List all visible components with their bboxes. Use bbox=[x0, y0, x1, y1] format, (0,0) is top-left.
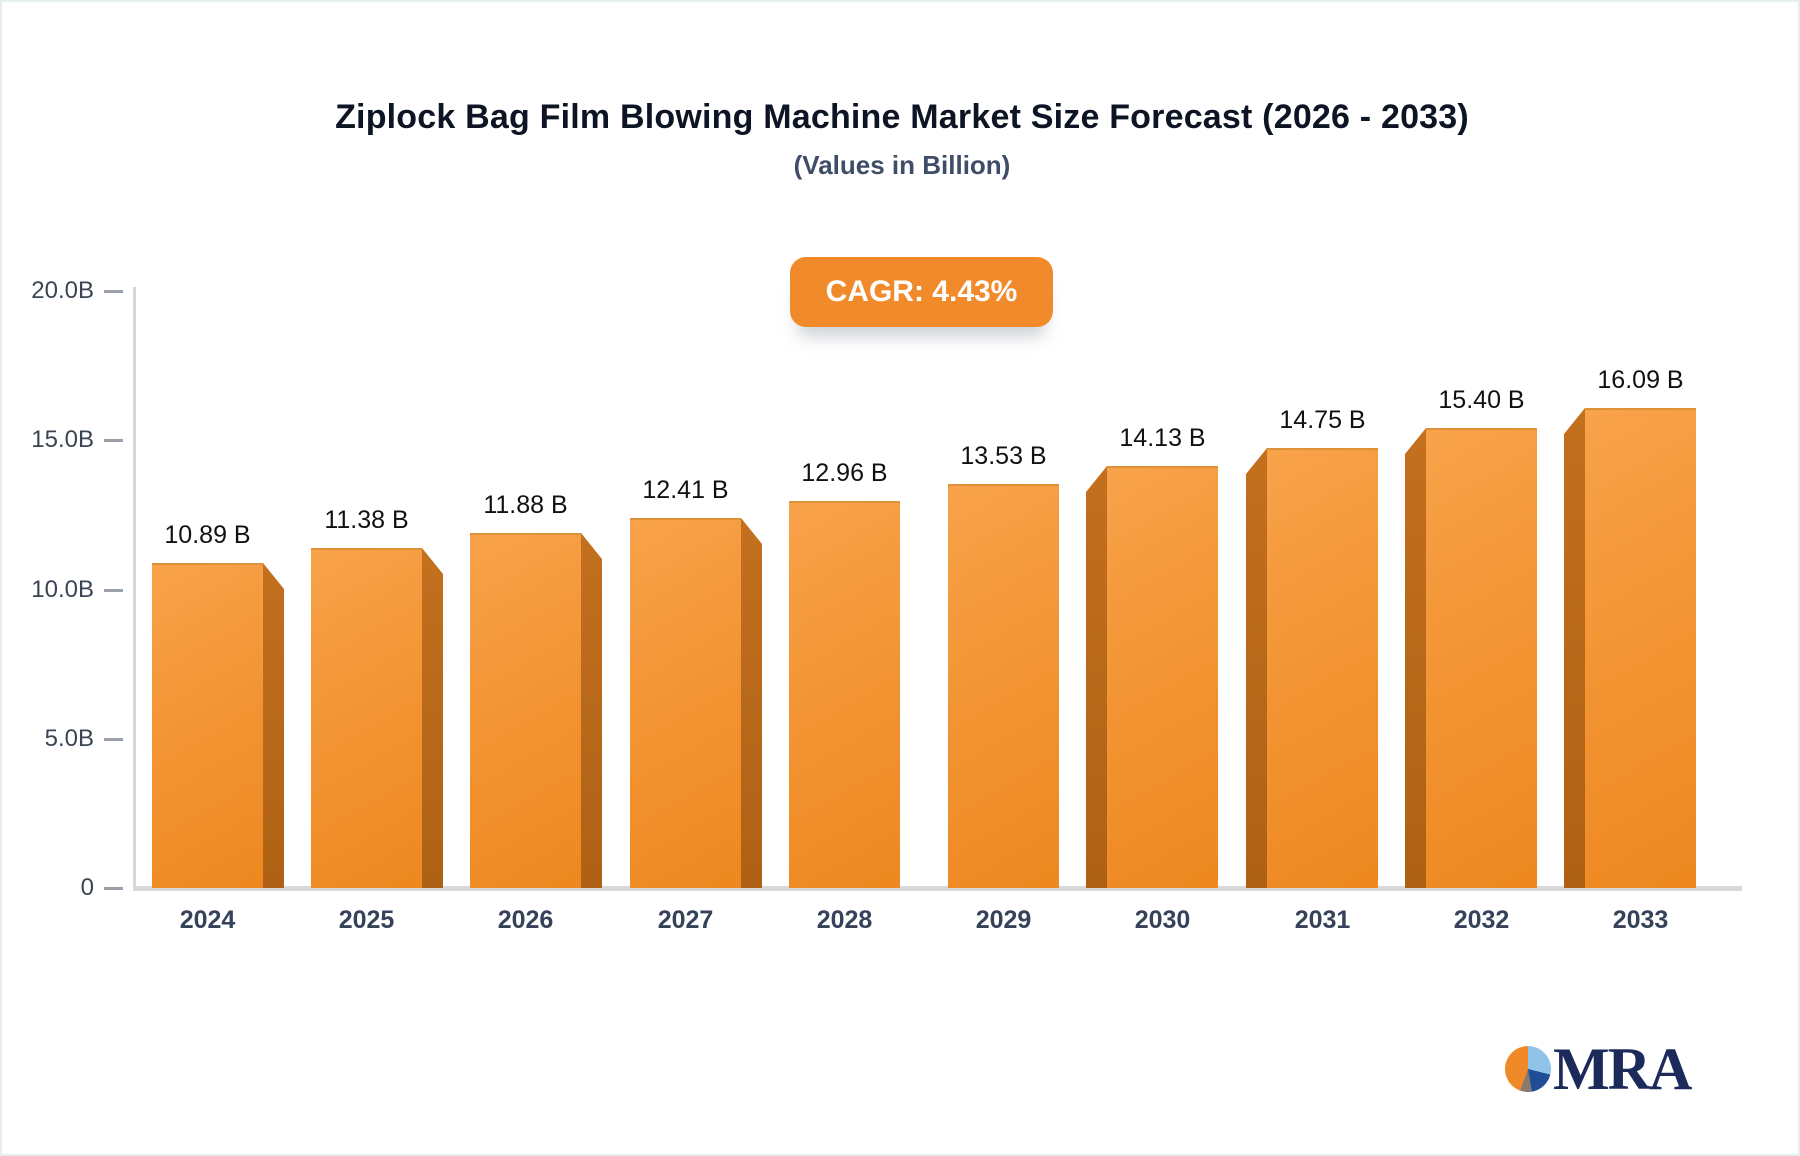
bar-2028 bbox=[789, 501, 900, 888]
y-tick-label: 15.0B bbox=[31, 426, 94, 454]
x-axis-label-2026: 2026 bbox=[497, 906, 554, 934]
y-tick-mark bbox=[104, 588, 123, 592]
bar-value-label: 10.89 B bbox=[164, 521, 251, 549]
y-tick-mark bbox=[104, 737, 123, 741]
bar-side-3d bbox=[581, 533, 602, 888]
cagr-badge: CAGR: 4.43% bbox=[790, 257, 1053, 327]
bar-value-label: 12.41 B bbox=[642, 476, 729, 504]
y-tick-mark bbox=[104, 439, 123, 443]
x-axis-label-2030: 2030 bbox=[1134, 906, 1191, 934]
bar-value-label: 11.88 B bbox=[483, 491, 568, 519]
chart-title: Ziplock Bag Film Blowing Machine Market … bbox=[335, 98, 1469, 136]
bar-side-3d bbox=[1086, 466, 1107, 888]
bar-side-3d bbox=[1405, 428, 1426, 888]
y-tick-label: 0 bbox=[80, 874, 94, 901]
x-axis-label-2027: 2027 bbox=[657, 906, 714, 934]
bar-2031 bbox=[1267, 448, 1378, 888]
bar-side-3d bbox=[263, 563, 284, 888]
bar-value-label: 11.38 B bbox=[324, 506, 409, 534]
bar-side-3d bbox=[422, 548, 443, 888]
bar-side-3d bbox=[1564, 408, 1585, 888]
pie-chart-icon bbox=[1505, 1046, 1551, 1092]
bar-value-label: 15.40 B bbox=[1438, 386, 1525, 414]
y-tick-mark bbox=[104, 887, 123, 890]
bar-value-label: 14.75 B bbox=[1279, 406, 1366, 434]
x-axis-label-2032: 2032 bbox=[1453, 906, 1510, 934]
bar-value-label: 13.53 B bbox=[960, 442, 1047, 470]
y-tick-mark bbox=[104, 290, 123, 293]
y-axis-line bbox=[133, 287, 136, 890]
x-axis-label-2031: 2031 bbox=[1294, 906, 1351, 934]
x-axis-label-2029: 2029 bbox=[975, 906, 1032, 934]
y-tick-label: 20.0B bbox=[31, 277, 94, 304]
x-axis-label-2025: 2025 bbox=[338, 906, 395, 934]
chart-subtitle: (Values in Billion) bbox=[793, 150, 1011, 180]
x-axis-line bbox=[133, 886, 1742, 891]
bar-2026 bbox=[470, 533, 581, 888]
y-tick-label: 5.0B bbox=[44, 724, 94, 752]
logo-text: MRA bbox=[1553, 1036, 1692, 1102]
bar-2033 bbox=[1585, 408, 1696, 888]
x-axis-label-2028: 2028 bbox=[816, 906, 873, 934]
bar-value-label: 14.13 B bbox=[1119, 424, 1206, 452]
bar-2032 bbox=[1426, 428, 1537, 888]
x-axis-label-2033: 2033 bbox=[1612, 906, 1669, 934]
bar-side-3d bbox=[1246, 448, 1267, 888]
x-axis-label-2024: 2024 bbox=[179, 906, 236, 934]
bar-value-label: 16.09 B bbox=[1597, 366, 1684, 394]
bar-2027 bbox=[630, 518, 741, 888]
mra-logo: MRA bbox=[1505, 1034, 1692, 1104]
bar-value-label: 12.96 B bbox=[801, 459, 888, 487]
bar-2029 bbox=[948, 484, 1059, 888]
y-tick-label: 10.0B bbox=[31, 575, 94, 603]
bar-2030 bbox=[1107, 466, 1218, 888]
bar-side-3d bbox=[741, 518, 762, 888]
bar-2024 bbox=[152, 563, 263, 888]
bar-2025 bbox=[311, 548, 422, 888]
